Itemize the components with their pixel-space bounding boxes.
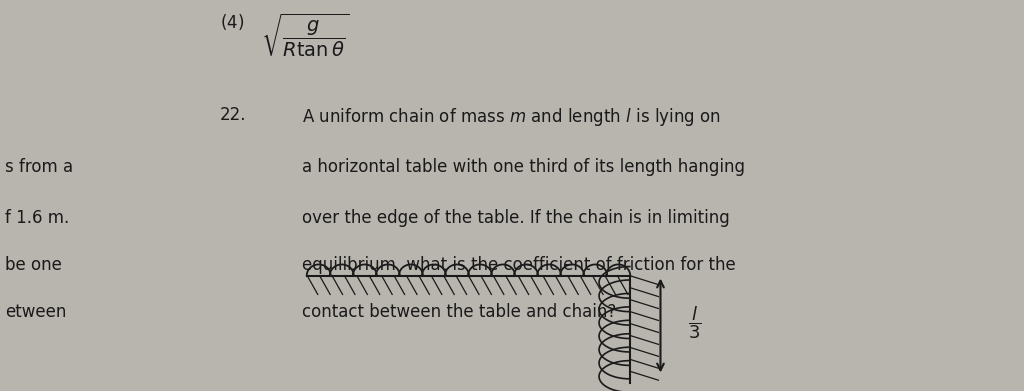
Text: equilibrium  what is the coefficient of friction for the: equilibrium what is the coefficient of f…: [302, 256, 736, 274]
Text: $\dfrac{l}{3}$: $\dfrac{l}{3}$: [688, 304, 701, 341]
Text: 22.: 22.: [220, 106, 247, 124]
Text: a horizontal table with one third of its length hanging: a horizontal table with one third of its…: [302, 158, 745, 176]
Text: etween: etween: [5, 303, 67, 321]
Text: A uniform chain of mass $m$ and length $l$ is lying on: A uniform chain of mass $m$ and length $…: [302, 106, 721, 127]
Text: f 1.6 m.: f 1.6 m.: [5, 209, 70, 227]
Text: contact between the table and chain?: contact between the table and chain?: [302, 303, 616, 321]
Text: $\sqrt{\dfrac{g}{R\tan\theta}}$: $\sqrt{\dfrac{g}{R\tan\theta}}$: [261, 12, 350, 59]
Text: s from a: s from a: [5, 158, 74, 176]
Text: be one: be one: [5, 256, 62, 274]
Text: over the edge of the table. If the chain is in limiting: over the edge of the table. If the chain…: [302, 209, 730, 227]
Text: $(4)$: $(4)$: [220, 12, 245, 32]
